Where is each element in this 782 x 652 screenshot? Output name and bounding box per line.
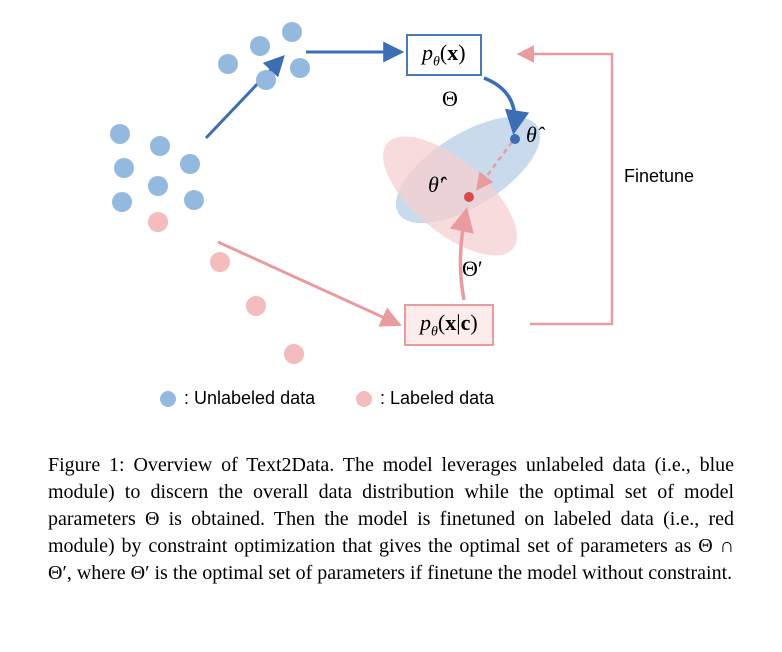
unlabeled-dot	[184, 190, 204, 210]
p-symbol: p	[422, 40, 433, 65]
unlabeled-dot	[256, 70, 276, 90]
diagram-canvas: pθ(x) pθ(x|c) Θ Θ′ θ̂ θ̂′ Finetune : Unl…	[50, 8, 732, 408]
arrow-finetune-loop	[520, 54, 612, 324]
labeled-dot	[284, 344, 304, 364]
ptheta-xc-box: pθ(x|c)	[404, 304, 494, 346]
theta-subscript: θ	[431, 324, 438, 339]
finetune-label: Finetune	[624, 166, 694, 187]
big-theta-prime-label: Θ′	[462, 256, 483, 282]
p-symbol: p	[420, 310, 431, 335]
legend-unlabeled: : Unlabeled data	[160, 388, 315, 409]
legend-labeled: : Labeled data	[356, 388, 494, 409]
arrow-unlabeled-up	[206, 58, 282, 138]
unlabeled-dot	[290, 58, 310, 78]
theta-hat-prime-point	[464, 192, 474, 202]
legend-unlabeled-text: : Unlabeled data	[184, 388, 315, 409]
arrows-layer	[50, 8, 732, 408]
arrow-labeled-to-box	[218, 242, 398, 324]
caption-text: Figure 1: Overview of Text2Data. The mod…	[48, 454, 734, 584]
arrow-dashed-theta-shift	[478, 142, 512, 188]
unlabeled-dot	[282, 22, 302, 42]
labeled-dot	[246, 296, 266, 316]
ptheta-x-box: pθ(x)	[406, 34, 482, 76]
labeled-dot	[148, 212, 168, 232]
unlabeled-dot	[110, 124, 130, 144]
theta-hat-prime-label: θ̂′	[428, 172, 444, 198]
unlabeled-dot	[112, 192, 132, 212]
unlabeled-dot	[114, 158, 134, 178]
labeled-dot	[210, 252, 230, 272]
unlabeled-dot	[150, 136, 170, 156]
theta-subscript: θ	[433, 54, 440, 69]
unlabeled-dot	[250, 36, 270, 56]
arrow-box-to-thetahat	[484, 78, 515, 130]
theta-hat-point	[510, 134, 520, 144]
unlabeled-dot	[218, 54, 238, 74]
theta-hat-label: θ̂	[526, 122, 537, 148]
legend-labeled-text: : Labeled data	[380, 388, 494, 409]
unlabeled-dot	[148, 176, 168, 196]
unlabeled-dot	[180, 154, 200, 174]
figure-caption: Figure 1: Overview of Text2Data. The mod…	[48, 452, 734, 587]
legend-dot-unlabeled-icon	[160, 391, 176, 407]
legend-dot-labeled-icon	[356, 391, 372, 407]
big-theta-label: Θ	[442, 86, 458, 112]
